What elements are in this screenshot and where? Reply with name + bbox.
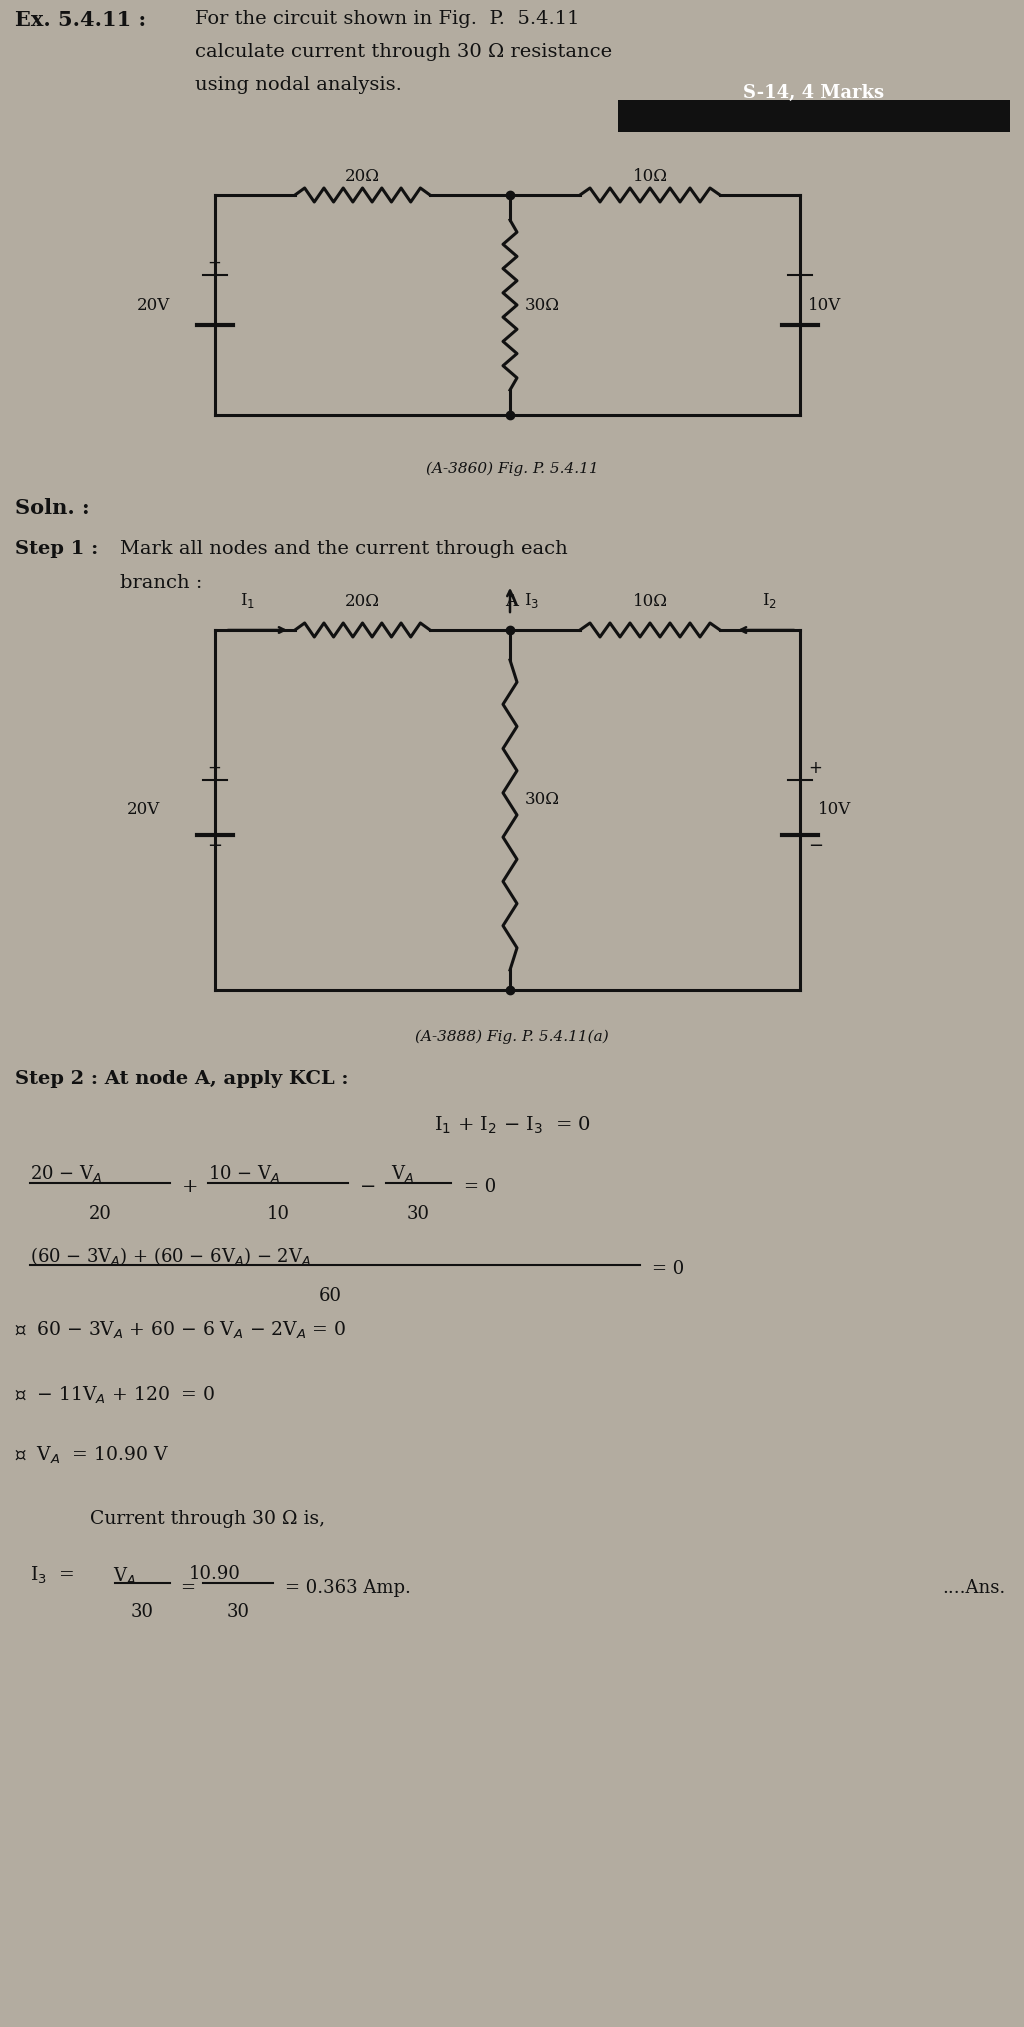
Text: Soln. :: Soln. : xyxy=(15,499,90,519)
Text: +: + xyxy=(808,758,822,776)
Text: 10V: 10V xyxy=(808,296,842,314)
Text: I$_1$ + I$_2$ − I$_3$  = 0: I$_1$ + I$_2$ − I$_3$ = 0 xyxy=(433,1115,591,1137)
Text: +: + xyxy=(207,253,221,272)
Text: −: − xyxy=(808,837,823,855)
Text: ....Ans.: ....Ans. xyxy=(942,1579,1005,1597)
Text: 30Ω: 30Ω xyxy=(525,791,560,809)
FancyBboxPatch shape xyxy=(618,99,1010,132)
Text: 10Ω: 10Ω xyxy=(633,594,668,610)
Text: 30: 30 xyxy=(407,1204,429,1222)
Text: V$_A$: V$_A$ xyxy=(391,1163,414,1184)
Text: I$_2$: I$_2$ xyxy=(762,592,776,610)
Text: Step 2 : At node A, apply KCL :: Step 2 : At node A, apply KCL : xyxy=(15,1070,348,1088)
Text: = 0.363 Amp.: = 0.363 Amp. xyxy=(285,1579,411,1597)
Text: 10: 10 xyxy=(266,1204,290,1222)
Text: For the circuit shown in Fig.  P.  5.4.11: For the circuit shown in Fig. P. 5.4.11 xyxy=(195,10,580,28)
Text: =: = xyxy=(180,1579,195,1597)
Text: Ex. 5.4.11 :: Ex. 5.4.11 : xyxy=(15,10,146,30)
Text: Mark all nodes and the current through each: Mark all nodes and the current through e… xyxy=(120,539,567,557)
Text: branch :: branch : xyxy=(120,574,203,592)
Text: 30: 30 xyxy=(226,1603,250,1622)
Text: A: A xyxy=(506,594,518,610)
Text: 20Ω: 20Ω xyxy=(344,594,380,610)
Text: S-14, 4 Marks: S-14, 4 Marks xyxy=(743,83,885,101)
Text: 20V: 20V xyxy=(127,801,160,819)
Text: calculate current through 30 Ω resistance: calculate current through 30 Ω resistanc… xyxy=(195,43,612,61)
Text: +: + xyxy=(182,1178,199,1196)
Text: +: + xyxy=(207,758,221,776)
Text: (60 − 3V$_A$) + (60 − 6V$_A$) − 2V$_A$: (60 − 3V$_A$) + (60 − 6V$_A$) − 2V$_A$ xyxy=(30,1245,311,1267)
Text: 60: 60 xyxy=(318,1287,341,1305)
Text: 20V: 20V xyxy=(137,296,170,314)
Text: (A-3888) Fig. P. 5.4.11(a): (A-3888) Fig. P. 5.4.11(a) xyxy=(415,1030,609,1044)
Text: 10Ω: 10Ω xyxy=(633,168,668,184)
Text: 30Ω: 30Ω xyxy=(525,296,560,314)
Text: 20Ω: 20Ω xyxy=(344,168,380,184)
Text: 30: 30 xyxy=(130,1603,154,1622)
Text: = 0: = 0 xyxy=(464,1178,497,1196)
Text: ∴  60 − 3V$_A$ + 60 − 6 V$_A$ − 2V$_A$ = 0: ∴ 60 − 3V$_A$ + 60 − 6 V$_A$ − 2V$_A$ = … xyxy=(15,1320,346,1342)
Text: 20: 20 xyxy=(88,1204,112,1222)
Text: −: − xyxy=(360,1178,377,1196)
Text: Current through 30 Ω is,: Current through 30 Ω is, xyxy=(90,1510,326,1528)
Text: I$_3$: I$_3$ xyxy=(524,590,540,610)
Text: 10V: 10V xyxy=(818,801,851,819)
Text: I$_1$: I$_1$ xyxy=(241,592,256,610)
Text: ∴  V$_A$  = 10.90 V: ∴ V$_A$ = 10.90 V xyxy=(15,1445,169,1466)
Text: Step 1 :: Step 1 : xyxy=(15,539,98,557)
Text: −: − xyxy=(207,837,222,855)
Text: 10 − V$_A$: 10 − V$_A$ xyxy=(208,1163,281,1184)
Text: I$_3$  =: I$_3$ = xyxy=(30,1565,74,1587)
Text: ∴  − 11V$_A$ + 120  = 0: ∴ − 11V$_A$ + 120 = 0 xyxy=(15,1384,215,1407)
Text: V$_A$: V$_A$ xyxy=(114,1565,136,1585)
Text: 10.90: 10.90 xyxy=(189,1565,241,1583)
Text: using nodal analysis.: using nodal analysis. xyxy=(195,75,401,93)
Text: = 0: = 0 xyxy=(652,1261,684,1277)
Text: 20 − V$_A$: 20 − V$_A$ xyxy=(30,1163,102,1184)
Text: (A-3860) Fig. P. 5.4.11: (A-3860) Fig. P. 5.4.11 xyxy=(426,462,598,476)
